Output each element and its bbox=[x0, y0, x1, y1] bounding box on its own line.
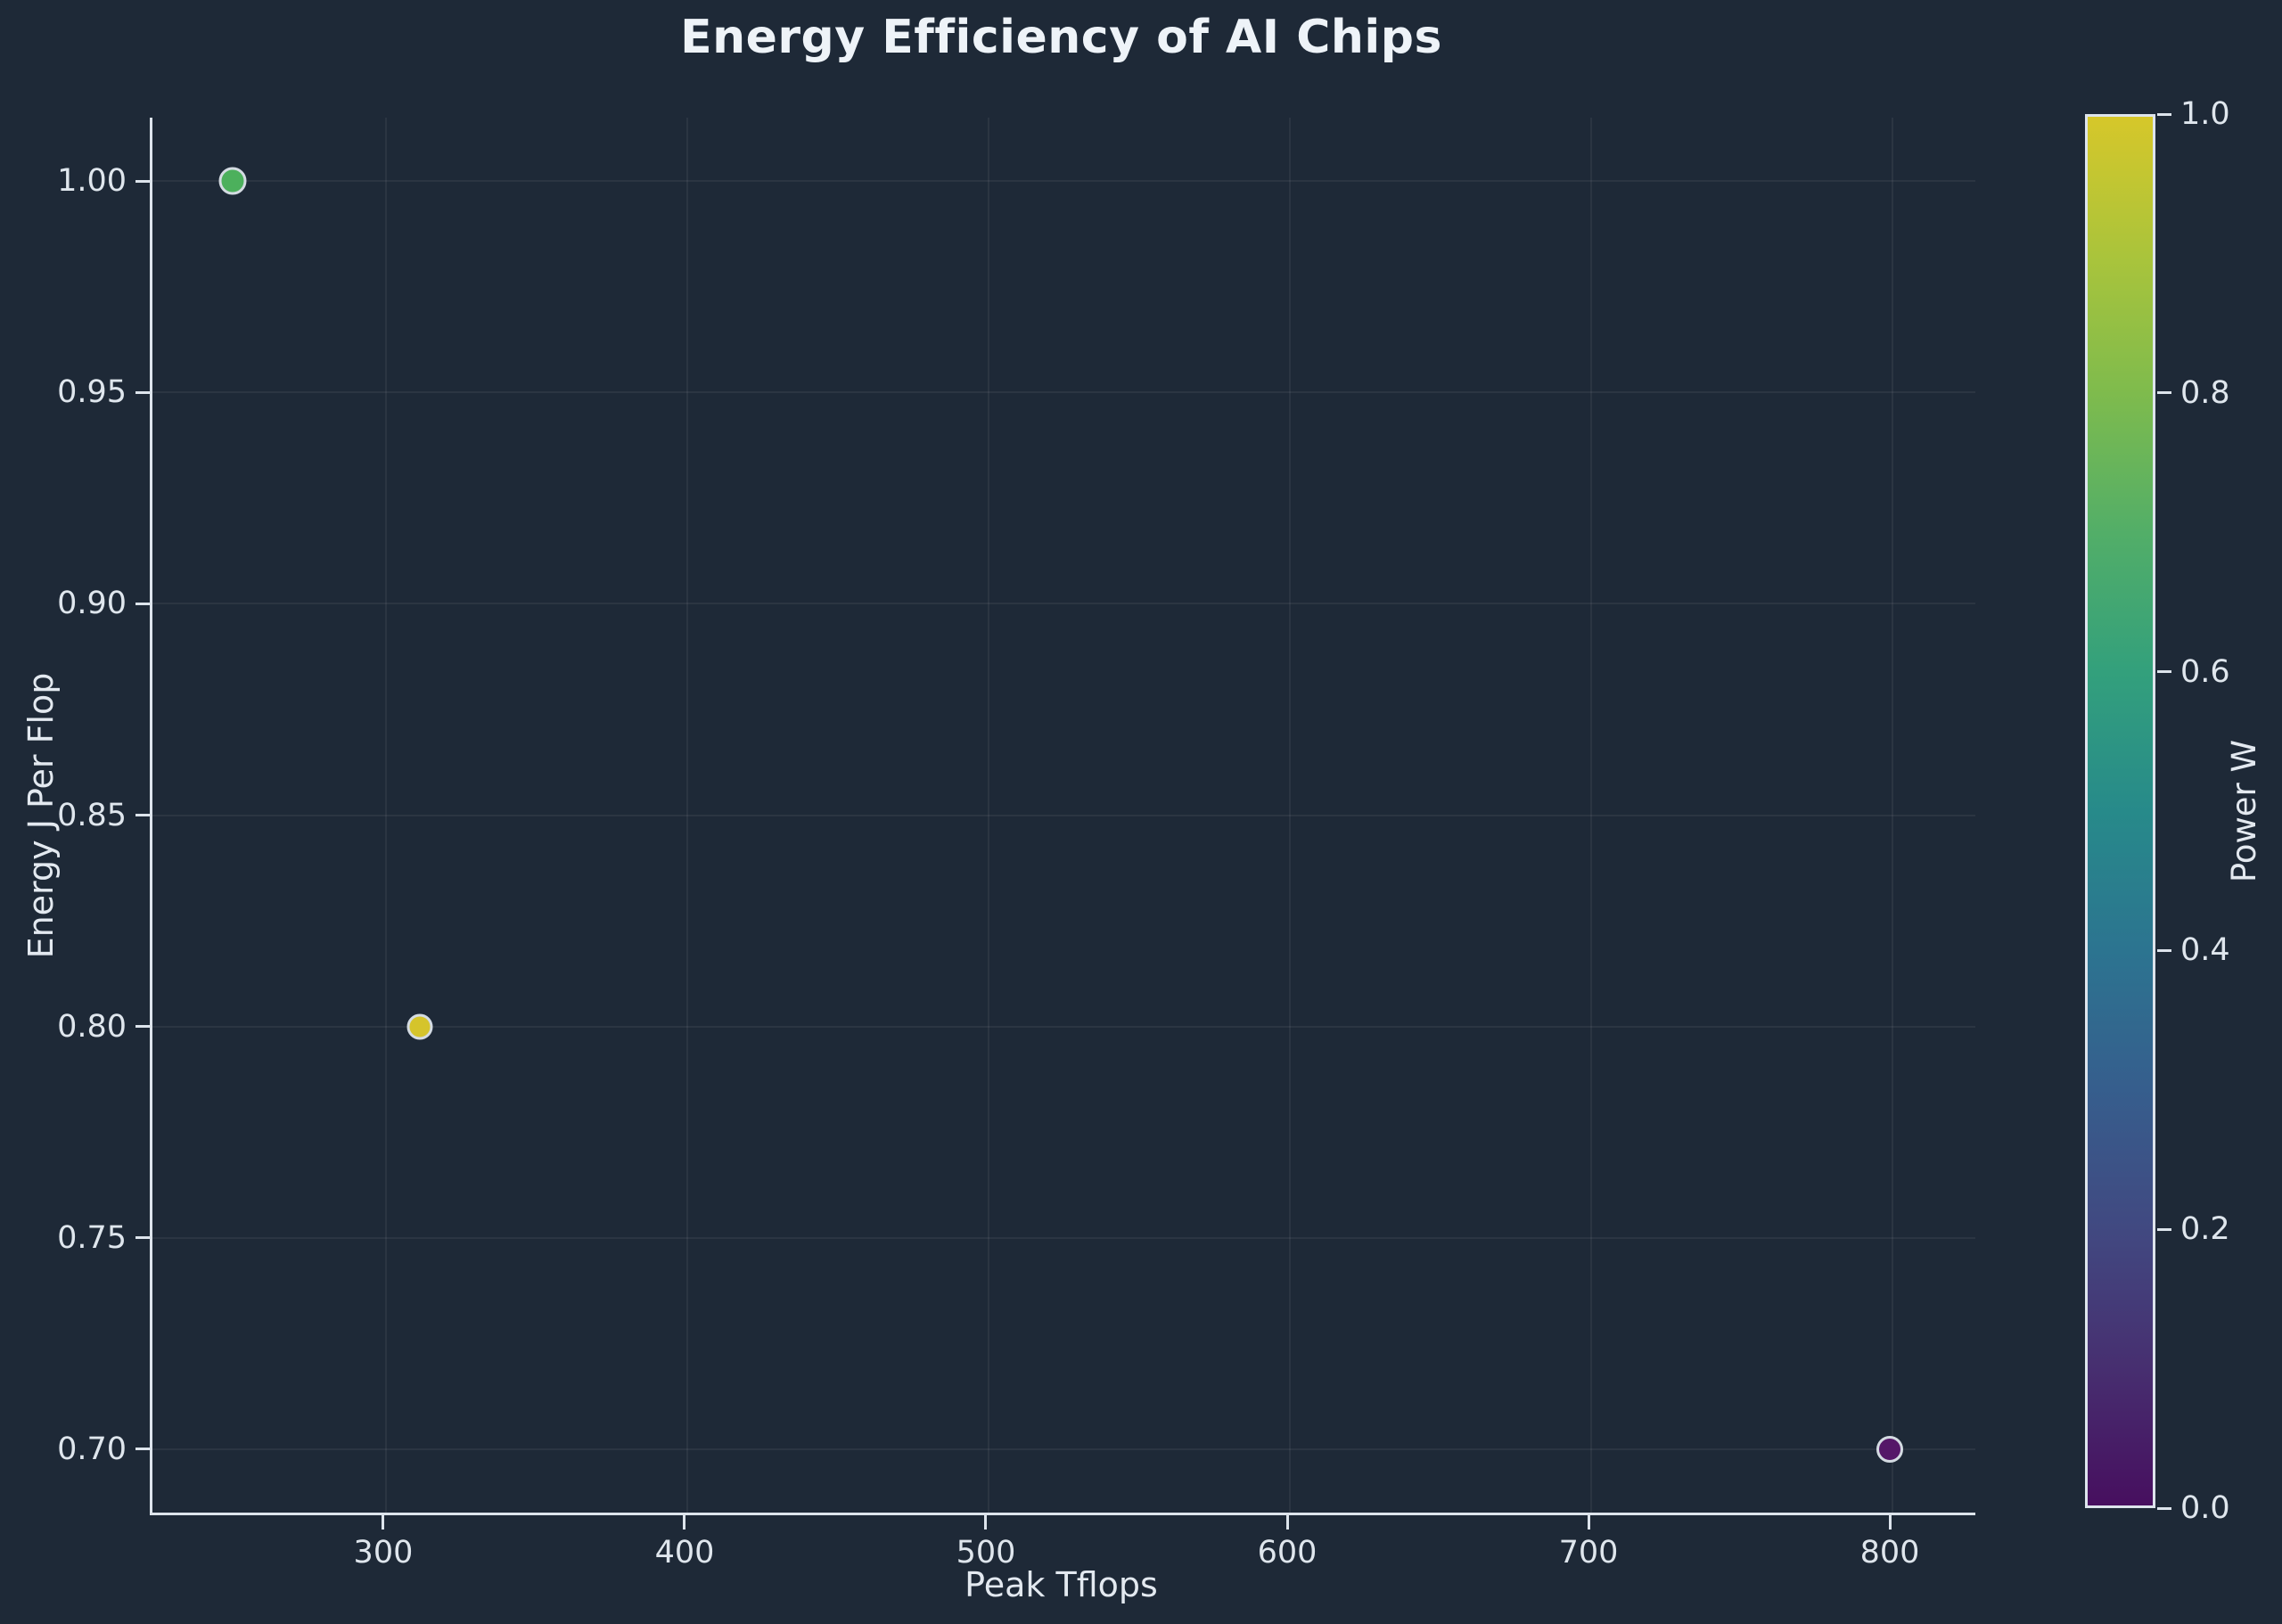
x-gridline bbox=[1892, 118, 1894, 1513]
scatter-point bbox=[406, 1013, 433, 1040]
y-tick-label: 0.85 bbox=[57, 797, 127, 833]
colorbar-tick-label: 0.6 bbox=[2180, 653, 2230, 690]
plot-area bbox=[150, 118, 1975, 1515]
scatter-point bbox=[1876, 1435, 1904, 1463]
x-gridline bbox=[685, 118, 688, 1513]
scatter-point bbox=[218, 167, 247, 195]
x-tick-mark bbox=[382, 1515, 385, 1530]
y-tick-mark bbox=[135, 602, 150, 605]
y-gridline bbox=[152, 1025, 1975, 1028]
x-tick-label: 400 bbox=[654, 1535, 715, 1571]
y-gridline bbox=[152, 603, 1975, 605]
colorbar-tick-mark bbox=[2157, 1506, 2171, 1510]
x-tick-mark bbox=[1285, 1515, 1289, 1530]
y-tick-label: 0.80 bbox=[57, 1008, 127, 1045]
x-tick-mark bbox=[1587, 1515, 1590, 1530]
y-gridline bbox=[152, 1448, 1975, 1450]
chart-title: Energy Efficiency of AI Chips bbox=[680, 11, 1442, 64]
x-gridline bbox=[1590, 118, 1593, 1513]
y-tick-mark bbox=[135, 179, 150, 183]
y-tick-label: 0.95 bbox=[57, 374, 127, 411]
colorbar-tick-label: 0.2 bbox=[2180, 1211, 2230, 1248]
y-axis-label: Energy J Per Flop bbox=[21, 672, 61, 959]
y-gridline bbox=[152, 180, 1975, 183]
colorbar-tick-mark bbox=[2157, 948, 2171, 952]
y-tick-label: 0.70 bbox=[57, 1431, 127, 1467]
x-tick-mark bbox=[984, 1515, 988, 1530]
x-gridline bbox=[987, 118, 989, 1513]
x-tick-label: 700 bbox=[1558, 1535, 1619, 1571]
y-tick-mark bbox=[135, 1448, 150, 1451]
y-gridline bbox=[152, 1236, 1975, 1239]
y-tick-label: 0.90 bbox=[57, 586, 127, 622]
colorbar-tick-mark bbox=[2157, 112, 2171, 116]
y-gridline bbox=[152, 391, 1975, 394]
x-gridline bbox=[384, 118, 387, 1513]
x-tick-label: 500 bbox=[956, 1535, 1016, 1571]
y-tick-mark bbox=[135, 1236, 150, 1240]
y-tick-mark bbox=[135, 814, 150, 816]
y-tick-mark bbox=[135, 1025, 150, 1029]
x-tick-mark bbox=[1888, 1515, 1892, 1530]
y-tick-label: 1.00 bbox=[57, 163, 127, 200]
colorbar-tick-mark bbox=[2157, 391, 2171, 395]
y-gridline bbox=[152, 814, 1975, 816]
x-tick-mark bbox=[683, 1515, 686, 1530]
x-tick-label: 600 bbox=[1257, 1535, 1317, 1571]
colorbar-label: Power W bbox=[2225, 739, 2263, 883]
colorbar-tick-mark bbox=[2157, 670, 2171, 674]
colorbar-tick-label: 1.0 bbox=[2180, 96, 2230, 132]
colorbar-tick-label: 0.0 bbox=[2180, 1490, 2230, 1526]
y-tick-mark bbox=[135, 390, 150, 394]
colorbar-tick-label: 0.4 bbox=[2180, 932, 2230, 969]
x-gridline bbox=[1289, 118, 1291, 1513]
colorbar-gradient bbox=[2085, 114, 2155, 1508]
x-axis-label: Peak Tflops bbox=[965, 1565, 1158, 1604]
y-tick-label: 0.75 bbox=[57, 1219, 127, 1256]
x-tick-label: 800 bbox=[1859, 1535, 1920, 1571]
x-tick-label: 300 bbox=[353, 1535, 414, 1571]
colorbar-tick-label: 0.8 bbox=[2180, 374, 2230, 411]
colorbar-tick-mark bbox=[2157, 1227, 2171, 1231]
